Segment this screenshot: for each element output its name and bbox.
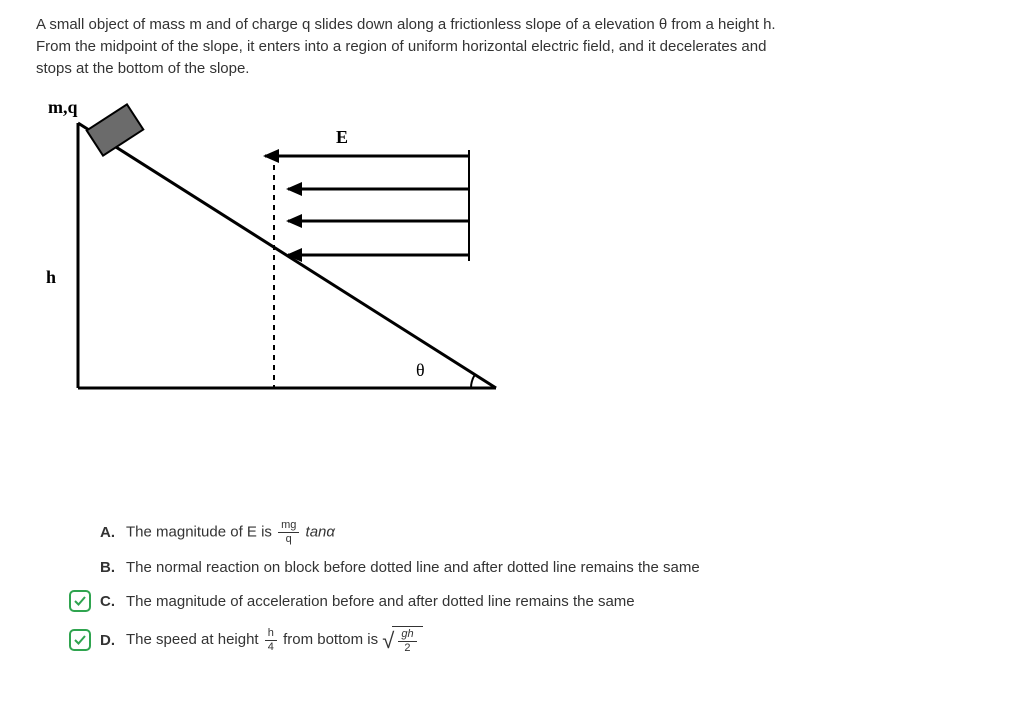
option-d-frac1: h 4 <box>265 628 277 653</box>
check-icon <box>69 629 91 651</box>
option-b-text: The normal reaction on block before dott… <box>126 559 700 576</box>
option-a-letter: A. <box>100 524 126 541</box>
check-icon <box>69 590 91 612</box>
question-text: A small object of mass m and of charge q… <box>36 14 796 79</box>
option-d-text: The speed at height h 4 from bottom is √… <box>126 626 423 654</box>
option-a[interactable]: A. The magnitude of E is mg q tanα <box>60 520 996 545</box>
option-d-f1-den: 4 <box>265 641 277 653</box>
option-c-text: The magnitude of acceleration before and… <box>126 593 635 610</box>
option-b-letter: B. <box>100 559 126 576</box>
option-a-frac-den: q <box>278 533 299 545</box>
option-c-letter: C. <box>100 593 126 610</box>
option-a-fraction: mg q <box>278 520 299 545</box>
option-d-check-slot <box>60 629 100 651</box>
svg-text:m,q: m,q <box>48 97 78 117</box>
svg-text:h: h <box>46 267 56 287</box>
option-d[interactable]: D. The speed at height h 4 from bottom i… <box>60 626 996 654</box>
option-d-sqrt-num: gh <box>398 629 416 642</box>
option-d-letter: D. <box>100 632 126 649</box>
option-d-mid: from bottom is <box>283 631 382 648</box>
option-d-f1-num: h <box>265 628 277 641</box>
option-a-pre: The magnitude of E is <box>126 524 276 541</box>
physics-figure: m,q Eh θ <box>36 93 516 405</box>
options-list: A. The magnitude of E is mg q tanα B. Th… <box>36 520 996 654</box>
option-d-pre: The speed at height <box>126 631 263 648</box>
option-a-text: The magnitude of E is mg q tanα <box>126 520 335 545</box>
option-d-sqrt-frac: gh 2 <box>398 629 416 654</box>
question-line-1: A small object of mass m and of charge q… <box>36 16 714 33</box>
option-a-post: tanα <box>306 524 335 541</box>
option-c[interactable]: C. The magnitude of acceleration before … <box>60 590 996 612</box>
svg-text:E: E <box>336 127 348 147</box>
option-d-sqrt-den: 2 <box>398 642 416 654</box>
option-c-check-slot <box>60 590 100 612</box>
option-b[interactable]: B. The normal reaction on block before d… <box>60 559 996 576</box>
option-a-frac-num: mg <box>278 520 299 533</box>
option-d-sqrt: √ gh 2 <box>382 626 422 654</box>
svg-text:θ: θ <box>416 360 425 380</box>
